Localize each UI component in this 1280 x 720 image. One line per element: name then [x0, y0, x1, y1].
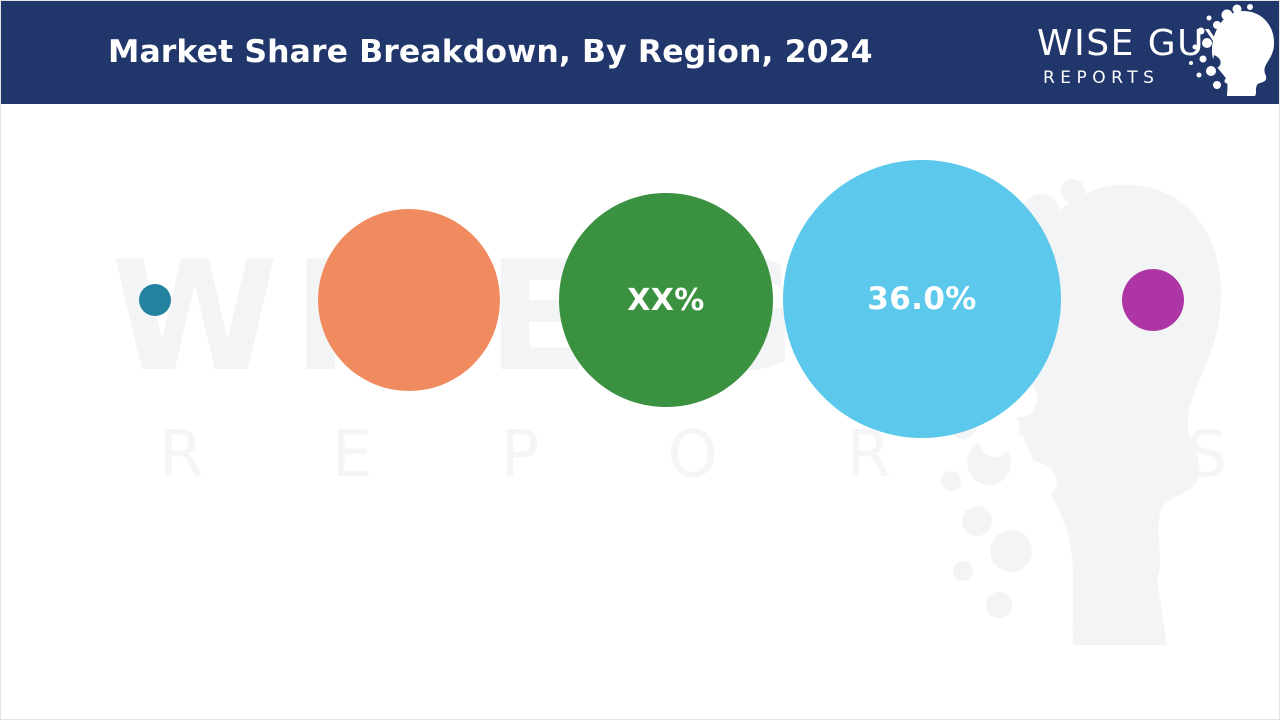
logo-svg: WISE GUY REPORTS — [1037, 4, 1275, 96]
bubble-north-america-label: 36.0% — [867, 281, 977, 317]
bubble-plot: XX% 36.0% MEA APAC Europe North America … — [1, 105, 1279, 719]
bubble-europe[interactable]: XX% — [559, 193, 773, 407]
bubble-south-america[interactable] — [1122, 269, 1184, 331]
bubble-europe-label: XX% — [627, 282, 705, 318]
page-title: Market Share Breakdown, By Region, 2024 — [108, 34, 873, 70]
logo-head-profile-icon — [1189, 4, 1275, 96]
logo-wordmark-secondary: REPORTS — [1043, 68, 1159, 88]
logo-wordmark-primary: WISE GUY — [1037, 23, 1229, 64]
wise-guy-reports-logo: WISE GUY REPORTS — [1031, 3, 1279, 101]
bubble-apac[interactable] — [318, 209, 500, 391]
bubble-north-america[interactable]: 36.0% — [783, 160, 1061, 438]
bubble-mea[interactable] — [139, 284, 171, 316]
header-bar: Market Share Breakdown, By Region, 2024 … — [1, 1, 1279, 104]
